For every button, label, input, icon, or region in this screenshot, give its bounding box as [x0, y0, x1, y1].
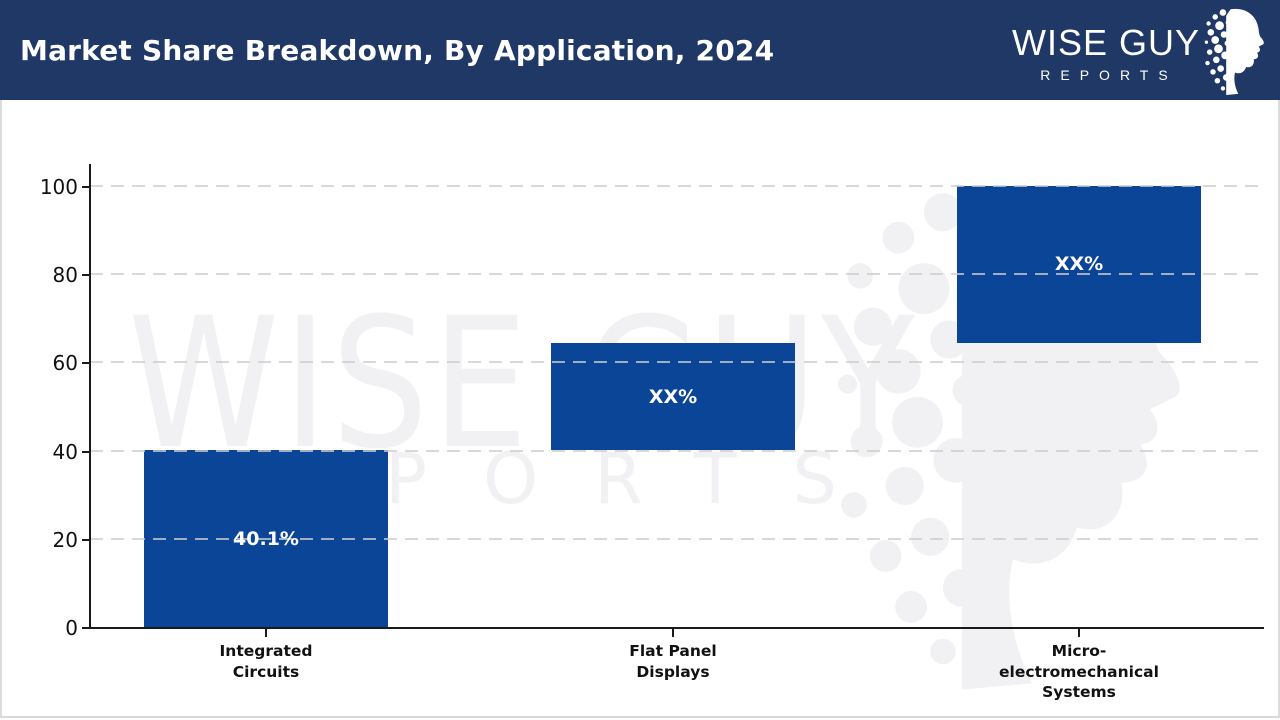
x-category-label: Integrated Circuits — [126, 641, 406, 682]
y-tick-mark — [82, 450, 89, 453]
bar-value-label: 40.1% — [233, 527, 299, 550]
header-banner: Market Share Breakdown, By Application, … — [0, 0, 1280, 100]
logo-brand-text: WISE GUY — [1011, 22, 1200, 63]
x-category-label-line: electromechanical — [999, 662, 1159, 681]
y-tick-mark — [82, 362, 89, 365]
gridline — [90, 185, 1264, 187]
x-category-label-line: Displays — [636, 662, 710, 681]
x-tick-mark — [672, 629, 674, 637]
gridlines-layer — [2, 100, 1278, 716]
y-tick-mark — [82, 538, 89, 541]
gridline — [90, 273, 1264, 276]
bar-segment — [957, 186, 1201, 343]
y-tick-mark — [82, 186, 89, 188]
wiseguy-face-icon — [1204, 8, 1264, 95]
x-category-label: Micro-electromechanical Systems — [939, 641, 1219, 703]
gridline — [90, 361, 1264, 364]
chart-area: WISE GUY REPORTS 0 20 40 60 80 1 — [0, 100, 1280, 718]
y-tick-label: 40 — [52, 439, 78, 464]
y-axis-spine — [89, 164, 91, 629]
x-category-label: Flat Panel Displays — [533, 641, 813, 682]
labels-layer: 40.1% XX% XX% Integrated Circuits Flat Panel D… — [2, 100, 1278, 716]
y-tick-label: 60 — [52, 351, 78, 376]
gridline — [90, 537, 1264, 540]
x-category-label-line: Flat Panel — [629, 642, 717, 660]
x-category-label-line: Circuits — [232, 662, 300, 681]
x-category-label-line: Micro- — [1051, 642, 1107, 660]
x-axis-spine — [84, 627, 1264, 629]
gridline — [90, 449, 1264, 452]
axes-layer: 0 20 40 60 80 100 — [2, 100, 1278, 716]
x-category-label-line: Integrated — [219, 642, 313, 660]
y-tick-mark — [82, 627, 89, 629]
bar-value-label: XX% — [648, 385, 698, 408]
bars-layer — [2, 100, 1278, 716]
bar-segment — [551, 342, 795, 451]
y-tick-mark — [82, 274, 89, 277]
page-title: Market Share Breakdown, By Application, … — [20, 33, 775, 67]
logo-text: WISE GUY REPORTS — [1012, 22, 1200, 83]
y-tick-label: 100 — [39, 175, 78, 199]
bar-value-label: XX% — [1054, 253, 1104, 276]
x-category-label-line: Systems — [1042, 683, 1116, 701]
x-tick-mark — [1078, 629, 1080, 637]
logo-sub-text: REPORTS — [1040, 67, 1178, 83]
x-tick-mark — [265, 629, 267, 637]
y-tick-label: 80 — [52, 263, 78, 288]
y-tick-label: 0 — [65, 616, 78, 640]
y-tick-label: 20 — [52, 527, 78, 552]
wiseguy-logo: WISE GUY REPORTS — [1012, 4, 1268, 96]
